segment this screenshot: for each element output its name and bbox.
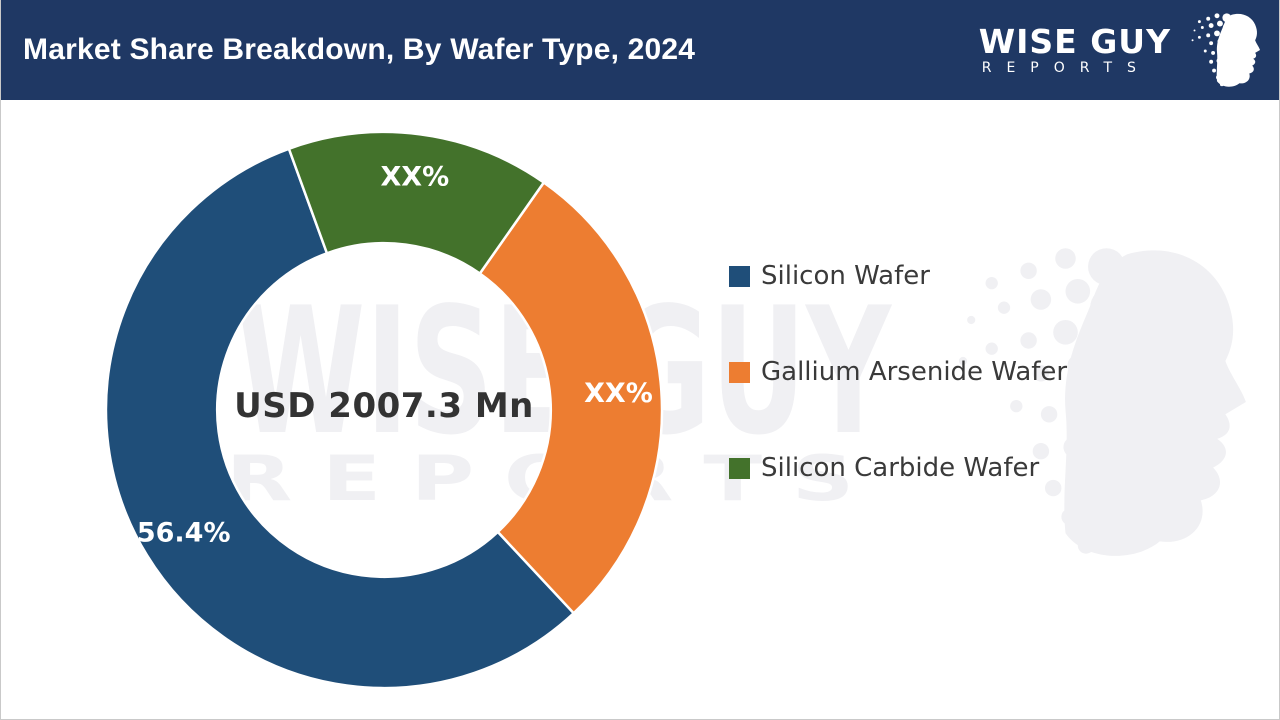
legend-swatch-silicon-carbide-wafer <box>729 457 750 479</box>
legend-label: Gallium Arsenide Wafer <box>761 357 1068 387</box>
legend: Silicon Wafer Gallium Arsenide Wafer Sil… <box>729 261 1067 549</box>
page-title: Market Share Breakdown, By Wafer Type, 2… <box>23 33 696 66</box>
logo-wordmark: WISE GUY <box>978 22 1171 61</box>
wiseguy-logo: WISE GUY REPORTS <box>979 9 1261 91</box>
slice-data-label: XX% <box>584 378 653 409</box>
face-profile-icon <box>1191 13 1261 87</box>
legend-swatch-gallium-arsenide-wafer <box>729 361 750 383</box>
legend-label: Silicon Wafer <box>761 261 930 291</box>
slice-data-label: XX% <box>380 162 449 193</box>
logo-text: WISE GUY REPORTS <box>979 25 1171 75</box>
legend-item-silicon-carbide-wafer: Silicon Carbide Wafer <box>729 453 1067 483</box>
slice-data-label: 56.4% <box>137 517 231 548</box>
donut-center-value: USD 2007.3 Mn <box>234 386 534 426</box>
legend-item-gallium-arsenide-wafer: Gallium Arsenide Wafer <box>729 357 1067 387</box>
donut-slice-silicon-carbide-wafer <box>287 130 546 276</box>
donut-slice-gallium-arsenide-wafer <box>478 180 664 615</box>
legend-label: Silicon Carbide Wafer <box>761 453 1040 483</box>
header-bar: Market Share Breakdown, By Wafer Type, 2… <box>1 0 1279 100</box>
donut-slice-silicon-wafer <box>104 147 576 690</box>
legend-item-silicon-wafer: Silicon Wafer <box>729 261 1067 291</box>
legend-swatch-silicon-wafer <box>729 265 750 287</box>
donut-chart: 56.4% XX% XX% <box>104 130 664 690</box>
logo-subtitle: REPORTS <box>981 60 1151 76</box>
